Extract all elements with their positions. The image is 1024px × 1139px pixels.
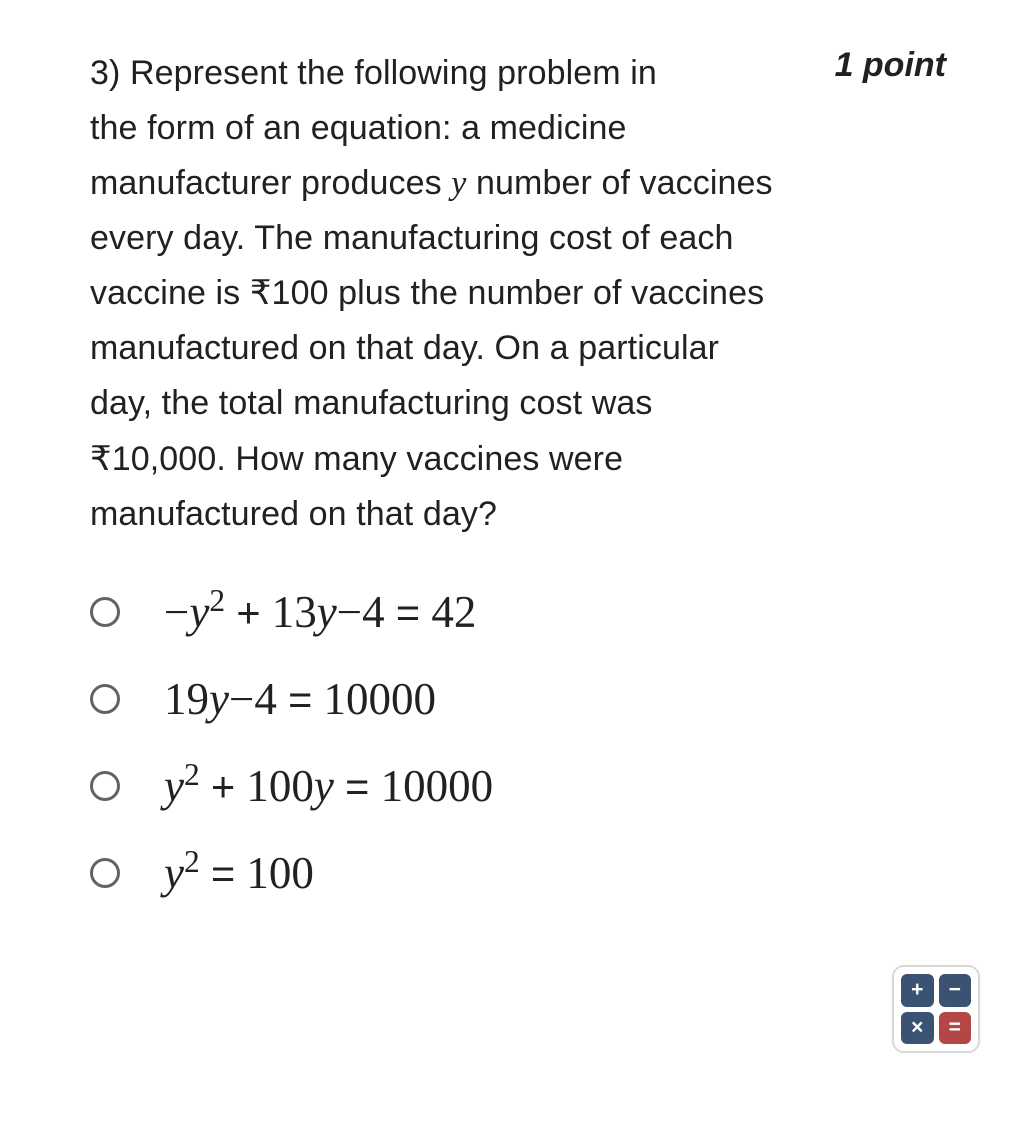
- option-row[interactable]: y2 + 100y = 10000: [90, 764, 946, 809]
- question-number: 3): [90, 54, 120, 92]
- option-row[interactable]: 19y−4 = 10000: [90, 677, 946, 722]
- option-label: y2 = 100: [164, 851, 314, 896]
- q-var-y: y: [451, 165, 466, 202]
- q-line1: Represent the following problem in: [130, 54, 657, 92]
- calc-plus-icon[interactable]: +: [901, 974, 934, 1007]
- radio-icon[interactable]: [90, 858, 120, 888]
- q-line4: every day. The manufacturing cost of eac…: [90, 219, 734, 257]
- points-label: 1 point: [835, 46, 946, 85]
- calc-times-icon[interactable]: ×: [901, 1012, 934, 1045]
- calc-equals-icon[interactable]: =: [939, 1012, 972, 1045]
- radio-icon[interactable]: [90, 597, 120, 627]
- option-label: y2 + 100y = 10000: [164, 764, 493, 809]
- q-line8: ₹10,000. How many vaccines were: [90, 440, 623, 478]
- q-line9: manufactured on that day?: [90, 495, 497, 533]
- option-row[interactable]: y2 = 100: [90, 851, 946, 896]
- q-line3-pre: manufacturer produces: [90, 164, 451, 202]
- q-line2: the form of an equation: a medicine: [90, 109, 627, 147]
- options-list: −y2 + 13y−4 = 42 19y−4 = 10000 y2 + 100y…: [90, 590, 946, 896]
- q-line7: day, the total manufacturing cost was: [90, 384, 652, 422]
- option-label: 19y−4 = 10000: [164, 677, 436, 722]
- question-text: 3) Represent the following problem in th…: [90, 46, 946, 542]
- q-line5: vaccine is ₹100 plus the number of vacci…: [90, 274, 764, 312]
- option-label: −y2 + 13y−4 = 42: [164, 590, 476, 635]
- radio-icon[interactable]: [90, 771, 120, 801]
- calculator-widget[interactable]: + − × =: [892, 965, 980, 1053]
- option-row[interactable]: −y2 + 13y−4 = 42: [90, 590, 946, 635]
- radio-icon[interactable]: [90, 684, 120, 714]
- question-block: 1 point 3) Represent the following probl…: [90, 46, 946, 542]
- q-line3-post: number of vaccines: [466, 164, 772, 202]
- q-line6: manufactured on that day. On a particula…: [90, 329, 719, 367]
- calc-minus-icon[interactable]: −: [939, 974, 972, 1007]
